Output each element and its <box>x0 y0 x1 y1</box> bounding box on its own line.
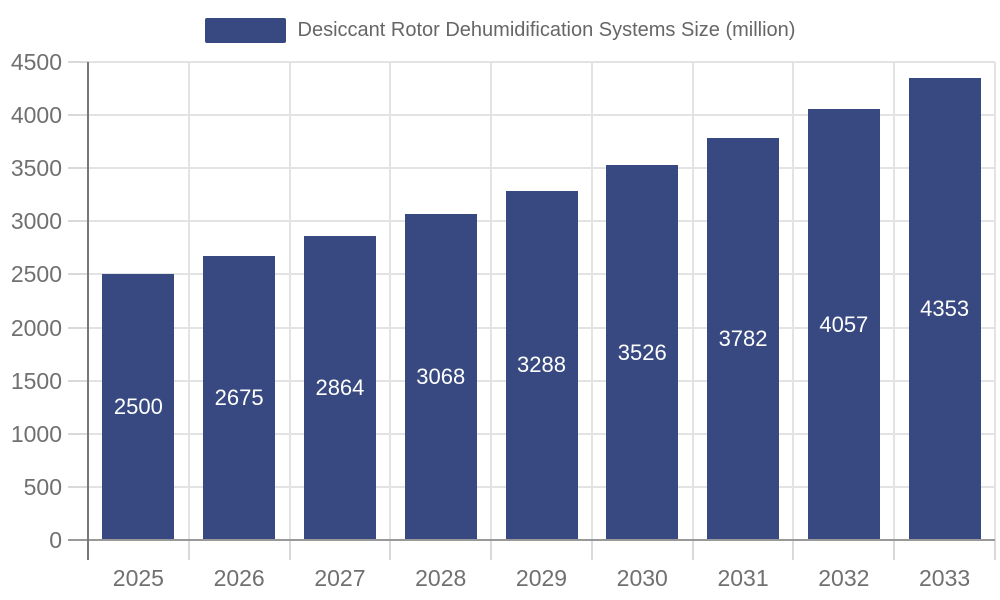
y-tick <box>68 379 88 382</box>
legend-swatch <box>204 18 286 43</box>
x-tick <box>994 540 996 560</box>
bar-value-label: 4057 <box>819 311 869 337</box>
bar-value-label: 2675 <box>214 384 264 410</box>
x-axis-label: 2027 <box>314 565 366 591</box>
y-axis-label: 3000 <box>10 208 62 235</box>
legend[interactable]: Desiccant Rotor Dehumidification Systems… <box>0 18 1000 43</box>
x-gridline <box>792 62 795 540</box>
bar-value-label: 3288 <box>517 352 566 378</box>
bar[interactable]: 3288 <box>505 190 578 540</box>
bar-value-label: 3782 <box>718 326 768 352</box>
bar[interactable]: 3782 <box>707 138 780 540</box>
x-tick <box>792 540 795 560</box>
bar[interactable]: 2864 <box>303 235 376 540</box>
x-gridline <box>590 62 593 540</box>
y-gridline <box>88 61 995 63</box>
x-gridline <box>893 62 896 540</box>
x-axis-label: 2033 <box>919 565 971 591</box>
x-axis-line <box>68 539 995 541</box>
x-axis-label: 2025 <box>112 565 164 591</box>
y-axis-label: 4000 <box>10 102 62 129</box>
x-tick <box>590 540 593 560</box>
bar[interactable]: 4057 <box>807 109 880 540</box>
y-gridline <box>88 167 995 170</box>
y-axis-label: 3500 <box>10 155 62 182</box>
x-tick <box>490 540 493 560</box>
x-gridline <box>389 62 392 540</box>
x-tick <box>187 540 190 560</box>
x-axis-label: 2028 <box>415 565 467 591</box>
bar[interactable]: 3068 <box>404 214 477 540</box>
x-gridline <box>994 62 996 540</box>
x-tick <box>691 540 694 560</box>
bar-value-label: 4353 <box>920 295 970 321</box>
y-tick <box>68 220 88 223</box>
y-gridline <box>88 114 995 117</box>
bar-value-label: 2864 <box>315 374 365 400</box>
y-axis-label: 4500 <box>10 49 62 75</box>
y-tick <box>68 432 88 435</box>
x-axis-label: 2026 <box>213 565 265 591</box>
bar[interactable]: 2675 <box>203 255 276 540</box>
y-axis-label: 2500 <box>10 261 62 288</box>
y-axis-label: 500 <box>23 473 62 500</box>
y-axis-label: 2000 <box>10 314 62 341</box>
bar[interactable]: 3526 <box>606 165 679 540</box>
y-axis-line <box>87 62 89 560</box>
y-tick <box>68 114 88 117</box>
x-gridline <box>187 62 190 540</box>
x-axis-label: 2029 <box>515 565 568 591</box>
x-tick <box>389 540 392 560</box>
y-tick <box>68 326 88 329</box>
bar-value-label: 2500 <box>113 394 163 420</box>
y-axis-label: 0 <box>49 527 62 553</box>
bar[interactable]: 4353 <box>908 77 981 540</box>
x-gridline <box>490 62 493 540</box>
x-gridline <box>288 62 291 540</box>
x-axis-label: 2032 <box>818 565 870 591</box>
legend-label: Desiccant Rotor Dehumidification Systems… <box>297 19 796 41</box>
x-tick <box>893 540 896 560</box>
bar-value-label: 3526 <box>617 339 667 365</box>
y-tick <box>68 61 88 63</box>
x-axis-label: 2031 <box>717 565 769 591</box>
bar[interactable]: 2500 <box>102 274 175 540</box>
bar-value-label: 3068 <box>416 364 466 390</box>
x-axis-label: 2030 <box>616 565 668 591</box>
x-gridline <box>691 62 694 540</box>
y-tick <box>68 167 88 170</box>
y-tick <box>68 273 88 276</box>
y-axis-label: 1500 <box>10 367 62 394</box>
y-axis-label: 1000 <box>10 420 62 447</box>
y-tick <box>68 485 88 488</box>
x-tick <box>288 540 291 560</box>
